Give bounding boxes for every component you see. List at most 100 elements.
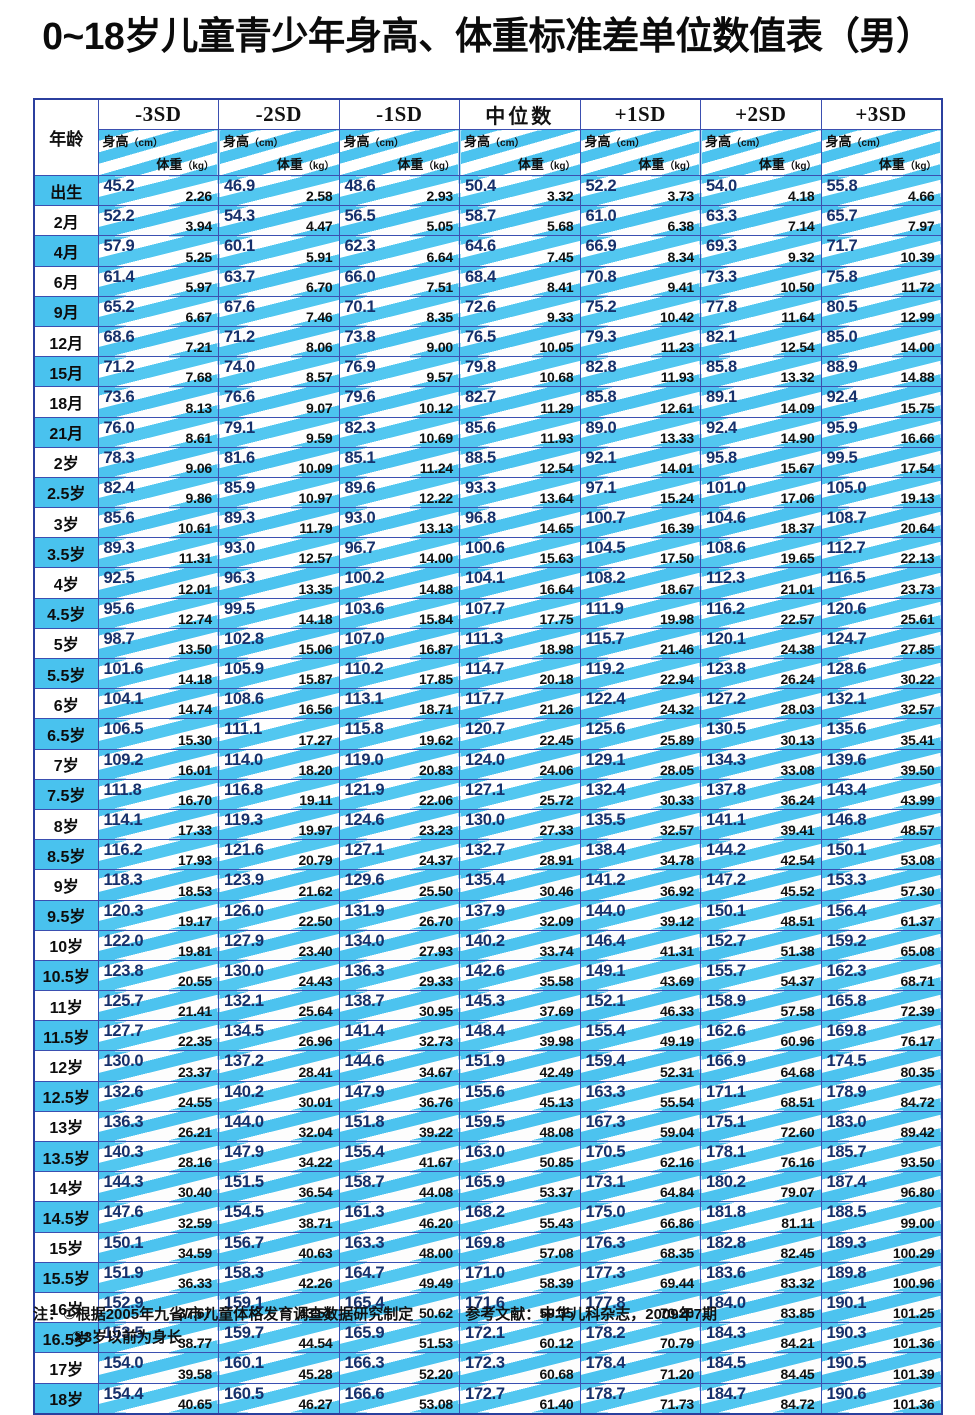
table-row: 18岁 154.4 40.65 160.5 46.27 166.6 53.08 172.7 61… (33, 1382, 942, 1415)
height-value: 132.1 (826, 690, 867, 709)
data-cell: 77.8 11.64 (700, 295, 822, 327)
weight-value: 10.50 (780, 278, 815, 295)
data-cell: 169.8 76.17 (820, 1020, 942, 1052)
table-row: 11岁 125.7 21.41 132.1 25.64 138.7 30.95 145.3 37… (33, 990, 942, 1022)
weight-value: 19.65 (780, 550, 815, 567)
data-cell: 164.7 49.49 (338, 1261, 460, 1293)
weight-value: 23.40 (298, 942, 333, 959)
height-value: 119.0 (344, 750, 384, 769)
height-value: 92.5 (103, 569, 135, 588)
height-value: 73.6 (103, 388, 135, 407)
height-value: 100.7 (585, 509, 626, 528)
data-cell: 57.9 5.25 (97, 235, 219, 267)
weight-value: 38.71 (298, 1214, 333, 1231)
header-height-unit: 身高（cm） (223, 134, 284, 149)
row-age-label: 15.5岁 (33, 1261, 99, 1293)
data-cell: 148.4 39.98 (459, 1020, 581, 1052)
data-cell: 89.3 11.31 (97, 537, 219, 569)
data-cell: 165.9 53.37 (459, 1171, 581, 1203)
data-cell: 114.7 20.18 (459, 657, 581, 690)
table-row: 15岁 150.1 34.59 156.7 40.63 163.3 48.00 169.8 57… (33, 1231, 942, 1263)
data-cell: 113.1 18.71 (338, 688, 460, 720)
weight-value: 44.54 (298, 1335, 333, 1352)
height-value: 95.9 (826, 418, 858, 437)
header-age-label: 年龄 (33, 98, 99, 176)
row-age-label: 10岁 (33, 929, 99, 961)
height-value: 180.2 (706, 1173, 746, 1192)
height-value: 68.4 (465, 267, 496, 286)
weight-value: 2.93 (426, 188, 454, 205)
height-value: 85.9 (224, 478, 255, 497)
data-cell: 108.2 18.67 (579, 567, 701, 599)
weight-value: 17.75 (539, 610, 574, 627)
table-row: 16岁 152.9 37.67 159.1 43.51 165.4 50.62 171.6 59… (33, 1291, 942, 1324)
height-value: 76.0 (103, 418, 135, 437)
weight-value: 52.20 (418, 1365, 453, 1382)
data-cell: 56.5 5.05 (338, 205, 460, 237)
height-value: 117.7 (465, 690, 504, 709)
weight-value: 9.06 (185, 459, 213, 476)
data-cell: 63.3 7.14 (700, 205, 822, 237)
data-cell: 177.3 69.44 (579, 1261, 701, 1293)
weight-value: 21.46 (659, 641, 694, 657)
height-value: 172.7 (465, 1384, 505, 1403)
footnote-label: 注： (33, 1306, 64, 1323)
weight-value: 21.62 (298, 882, 333, 899)
height-value: 184.7 (706, 1384, 746, 1403)
table-row: 6.5岁 106.5 15.30 111.1 17.27 115.8 19.62 120.7 2… (33, 718, 942, 750)
weight-value: 49.19 (659, 1033, 694, 1050)
weight-value: 10.42 (659, 308, 694, 325)
weight-value: 13.50 (177, 641, 212, 657)
data-cell: 115.7 21.46 (579, 627, 701, 660)
weight-value: 23.37 (177, 1063, 212, 1080)
weight-value: 4.66 (908, 188, 935, 205)
data-cell: 174.5 80.35 (820, 1050, 942, 1082)
weight-value: 32.57 (659, 822, 694, 839)
weight-value: 7.97 (908, 218, 935, 235)
weight-value: 61.37 (900, 912, 935, 929)
height-value: 123.8 (103, 961, 144, 980)
height-value: 93.0 (224, 539, 255, 558)
height-value: 152.7 (706, 931, 746, 950)
weight-value: 13.13 (418, 520, 453, 537)
height-value: 144.6 (344, 1052, 385, 1071)
weight-value: 24.06 (539, 761, 574, 778)
data-cell: 178.4 71.20 (579, 1352, 701, 1384)
data-cell: 163.3 55.54 (579, 1080, 701, 1112)
data-cell: 184.5 84.45 (700, 1352, 822, 1384)
table-row: 10岁 122.0 19.81 127.9 23.40 134.0 27.93 140.2 33… (33, 929, 942, 961)
height-value: 92.1 (585, 448, 617, 467)
row-age-label: 4月 (33, 235, 99, 267)
weight-value: 16.66 (900, 429, 935, 446)
weight-value: 22.13 (900, 550, 935, 567)
height-value: 166.9 (706, 1052, 746, 1071)
height-value: 120.6 (826, 599, 867, 618)
header-units-cell: 身高（cm） 体重（kg） (459, 129, 581, 176)
height-value: 89.3 (224, 509, 255, 528)
height-value: 79.1 (224, 418, 255, 437)
weight-value: 60.68 (539, 1365, 574, 1382)
height-value: 65.7 (826, 207, 858, 226)
height-value: 115.7 (585, 629, 625, 648)
weight-value: 23.23 (418, 822, 453, 839)
data-cell: 114.0 18.20 (218, 748, 340, 780)
height-value: 159.1 (224, 1293, 264, 1312)
header-sd-median: 中位数 (459, 98, 581, 130)
weight-value: 4.47 (306, 218, 333, 235)
height-value: 127.1 (465, 780, 505, 799)
height-value: 183.6 (706, 1263, 746, 1282)
header-units-cell: 身高（cm） 体重（kg） (579, 129, 701, 176)
data-cell: 108.7 20.64 (820, 507, 942, 539)
height-value: 163.3 (585, 1082, 626, 1101)
data-cell: 132.1 32.57 (820, 688, 942, 720)
height-value: 75.2 (585, 297, 617, 316)
data-cell: 82.4 9.86 (97, 476, 219, 509)
data-cell: 136.3 26.21 (97, 1110, 219, 1143)
height-value: 104.6 (706, 509, 746, 528)
height-value: 71.2 (103, 358, 135, 377)
height-value: 111.9 (585, 599, 624, 618)
height-value: 72.6 (465, 297, 496, 316)
weight-value: 26.96 (298, 1033, 333, 1050)
data-cell: 125.7 21.41 (97, 990, 219, 1022)
table-row: 12月 68.6 7.21 71.2 8.06 73.8 9.00 76.5 10.05 79.3… (33, 325, 942, 358)
